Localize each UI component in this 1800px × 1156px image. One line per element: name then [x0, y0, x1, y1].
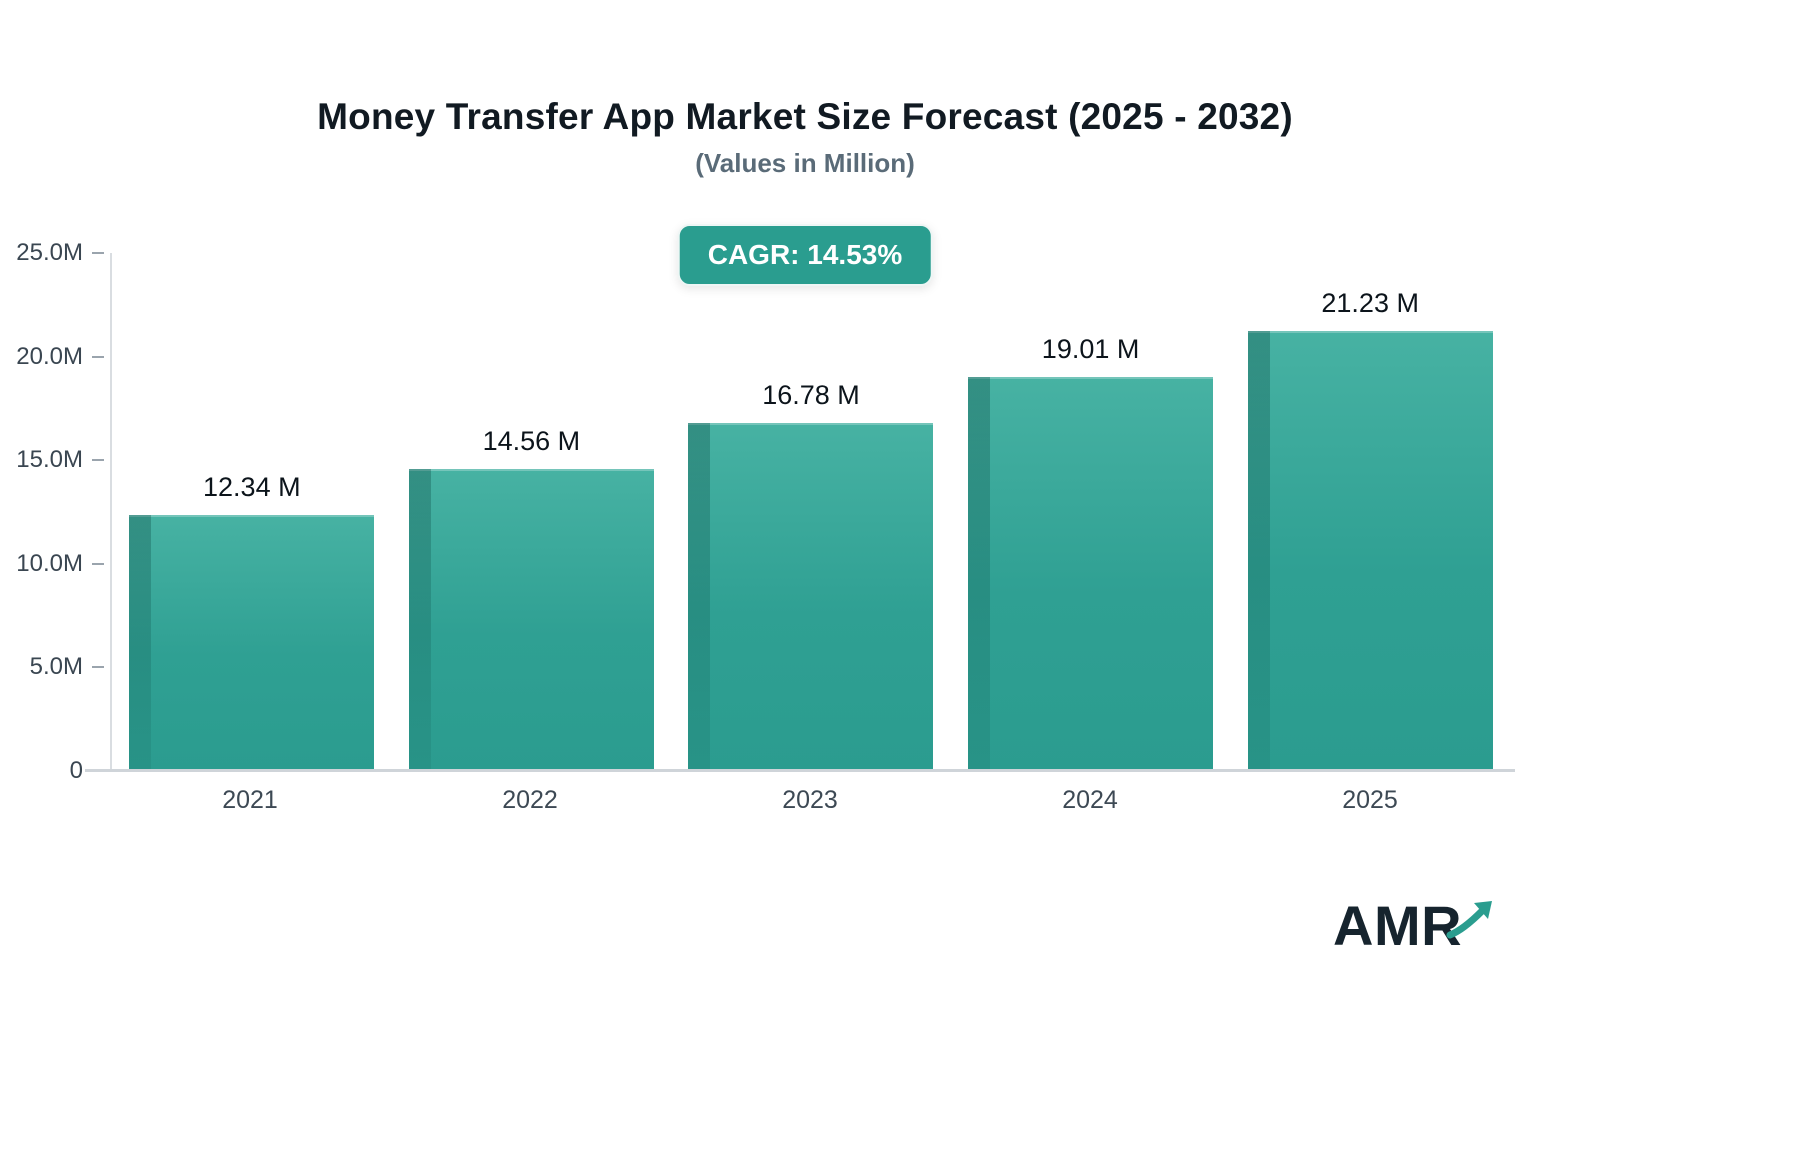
bar-side-shade: [1247, 331, 1270, 771]
amr-logo-text: AMR: [1333, 894, 1463, 957]
bar: [408, 469, 654, 771]
growth-arrow-icon: [1446, 897, 1498, 946]
bar-side-shade: [968, 377, 991, 771]
y-tick-mark: [92, 562, 104, 565]
y-tick-mark: [92, 252, 104, 254]
bar-value-label: 21.23 M: [1321, 288, 1419, 319]
bar: [688, 423, 934, 771]
bar-side-shade: [688, 423, 711, 771]
x-axis-label: 2024: [1062, 786, 1118, 814]
y-tick-label: 20.0M: [16, 342, 83, 370]
x-axis-labels: 2021 2022 2023 2024 2025: [110, 786, 1510, 815]
bar-value-label: 14.56 M: [482, 426, 581, 457]
y-tick-label: 25.0M: [16, 239, 83, 266]
bar-value-label: 19.01 M: [1041, 334, 1140, 365]
bar: [129, 515, 375, 771]
y-axis: 25.0M 20.0M 15.0M 10.0M 5.0M 0: [0, 239, 104, 784]
x-axis-label: 2025: [1342, 786, 1398, 814]
bar: [1247, 331, 1493, 771]
bar-group: 14.56 M: [392, 253, 672, 771]
bar-value-label: 16.78 M: [762, 380, 860, 411]
amr-logo: AMR: [1333, 893, 1498, 958]
y-tick: 25.0M: [0, 239, 104, 267]
bar-value-label: 12.34 M: [203, 472, 301, 503]
y-tick-label: 5.0M: [29, 653, 83, 681]
chart-subtitle: (Values in Million): [695, 148, 915, 178]
bar: [968, 377, 1214, 771]
bar-side-shade: [408, 469, 431, 771]
x-axis-line: [85, 769, 1515, 772]
y-tick-label: 10.0M: [16, 549, 83, 577]
y-tick: 20.0M: [0, 343, 104, 371]
y-tick-mark: [92, 355, 104, 358]
chart-title: Money Transfer App Market Size Forecast …: [317, 96, 1293, 137]
y-tick-mark: [92, 459, 104, 462]
cagr-badge: CAGR: 14.53%: [677, 224, 933, 286]
bar-group: 16.78 M: [671, 253, 951, 771]
bars: 12.34 M 14.56 M 16.78 M 19.01 M 21.23 M: [112, 253, 1510, 771]
x-axis-label: 2023: [782, 786, 838, 814]
bar-side-shade: [129, 515, 152, 771]
y-tick: 15.0M: [0, 446, 104, 474]
bar-group: 12.34 M: [112, 253, 392, 771]
y-tick-mark: [92, 666, 104, 669]
y-tick-label: 15.0M: [16, 446, 83, 474]
y-tick: 10.0M: [0, 550, 104, 578]
x-axis-label: 2022: [502, 786, 558, 814]
bar-group: 19.01 M: [951, 253, 1231, 771]
plot-area: 12.34 M 14.56 M 16.78 M 19.01 M 21.23 M: [110, 253, 1510, 771]
y-tick-label: 0: [69, 757, 83, 784]
y-tick: 5.0M: [0, 653, 104, 681]
x-axis-label: 2021: [222, 786, 278, 814]
bar-group: 21.23 M: [1230, 253, 1510, 771]
